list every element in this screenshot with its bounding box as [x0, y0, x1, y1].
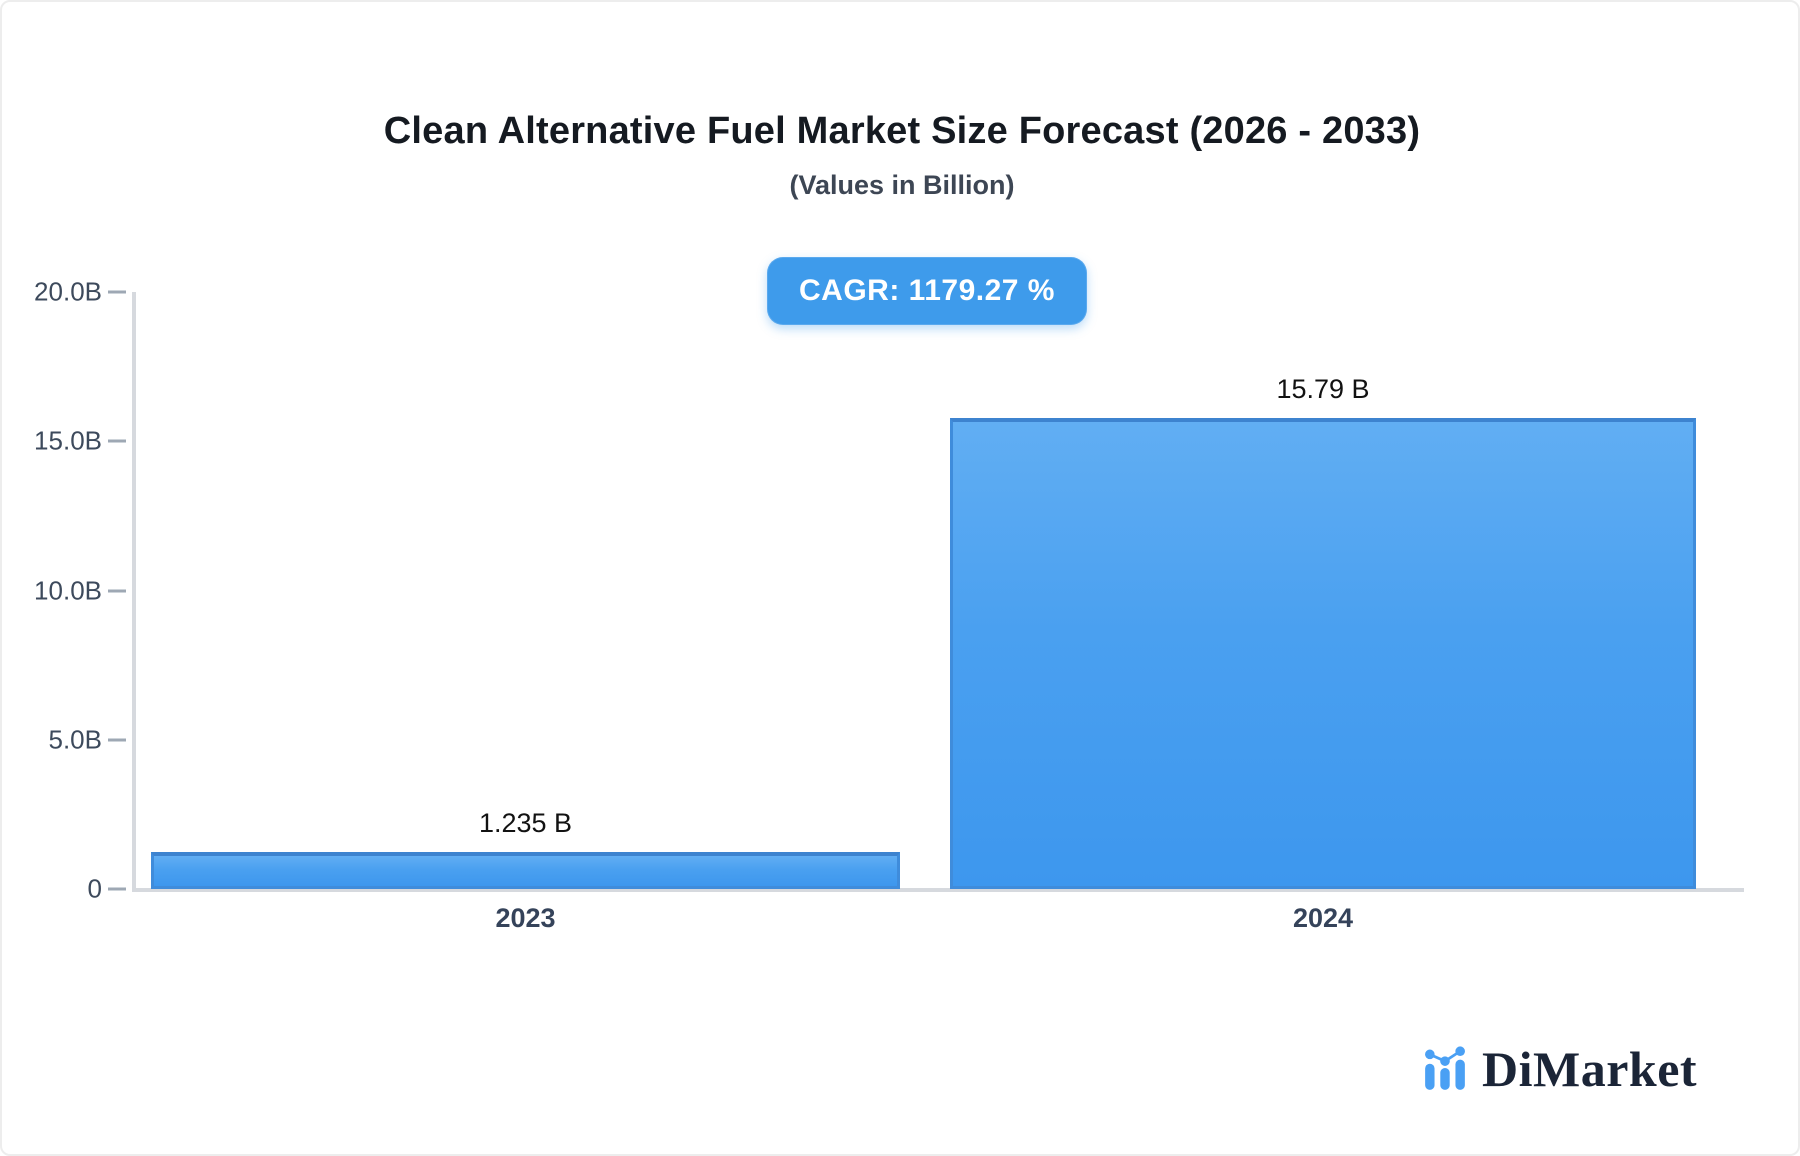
y-tick-label: 5.0B — [48, 724, 103, 755]
x-tick-label: 2024 — [1292, 903, 1354, 933]
y-tick-label: 20.0B — [34, 276, 102, 307]
bar-value-label: 15.79 B — [1276, 374, 1370, 404]
y-tick-label: 15.0B — [34, 425, 102, 456]
y-tick-dash — [108, 439, 126, 443]
cagr-badge-label: CAGR: 1179.27 % — [799, 274, 1055, 307]
y-tick-dash — [108, 738, 126, 742]
chart-subtitle: (Values in Billion) — [789, 170, 1015, 200]
y-tick-dash — [108, 887, 126, 891]
chart-title: Clean Alternative Fuel Market Size Forec… — [383, 110, 1421, 152]
cagr-badge: CAGR: 1179.27 % — [767, 257, 1087, 325]
bar-2023 — [151, 852, 900, 889]
bar-chart-logo-icon — [1425, 1046, 1465, 1090]
logo-text: DiMarket — [1482, 1041, 1698, 1097]
x-axis-line — [132, 888, 1744, 892]
x-tick-label: 2023 — [495, 903, 556, 933]
y-tick-dash — [108, 589, 126, 592]
y-tick-label: 10.0B — [34, 575, 102, 605]
y-tick-dash — [108, 290, 126, 294]
dimarket-logo: DiMarket — [1422, 1044, 1697, 1094]
y-tick-label: 0 — [87, 873, 102, 904]
y-axis-line — [132, 292, 136, 892]
bar-value-label: 1.235 B — [478, 808, 573, 838]
bar-2024 — [950, 418, 1696, 889]
